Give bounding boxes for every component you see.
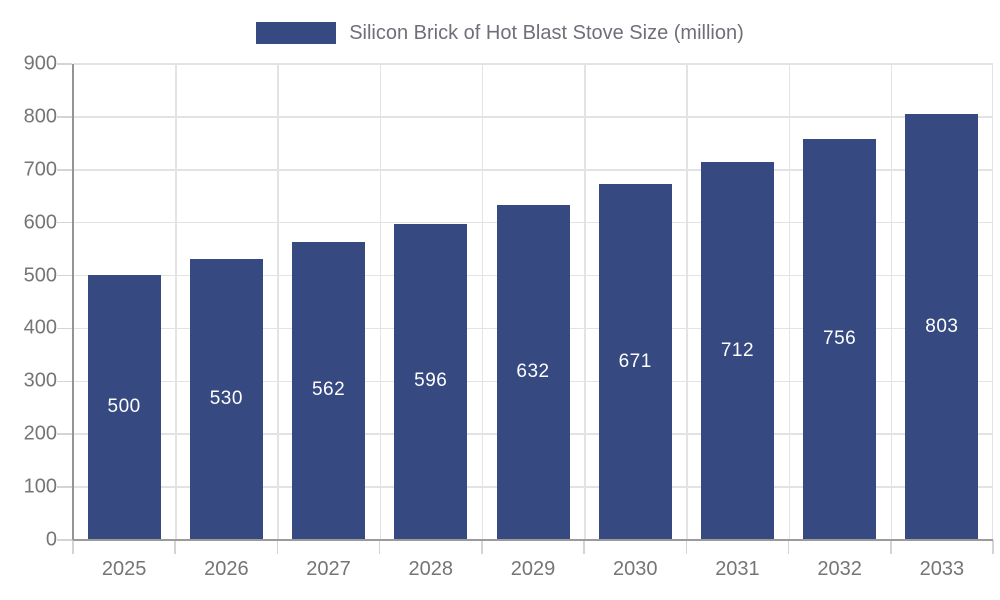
- y-axis-tick-label: 200: [23, 422, 57, 445]
- y-axis-tick: [57, 380, 72, 383]
- x-axis-line: [73, 538, 993, 541]
- h-gridline: [73, 116, 993, 118]
- y-axis-tick: [57, 169, 72, 171]
- y-axis-tick: [57, 486, 72, 488]
- legend-label: Silicon Brick of Hot Blast Stove Size (m…: [349, 21, 744, 44]
- bar-2030[interactable]: 671: [598, 184, 672, 539]
- bar-2032[interactable]: 756: [803, 139, 877, 539]
- v-gridline: [584, 64, 586, 540]
- bar-value-label: 671: [618, 350, 652, 372]
- x-axis-tick-label: 2030: [612, 558, 658, 580]
- v-gridline: [175, 64, 177, 540]
- x-axis-tick-label: 2032: [817, 558, 862, 580]
- x-axis-tick-label: 2028: [408, 558, 454, 580]
- x-axis-tick: [72, 540, 74, 554]
- x-axis-tick-label: 2031: [715, 558, 760, 580]
- x-axis-tick: [276, 540, 279, 554]
- bar-2031[interactable]: 712: [700, 162, 774, 539]
- bar-value-label: 562: [311, 379, 346, 401]
- legend-swatch: [256, 22, 337, 44]
- bar-2027[interactable]: 562: [292, 241, 366, 539]
- v-gridline: [277, 64, 279, 540]
- x-axis-tick: [992, 540, 994, 554]
- y-axis-line: [72, 64, 74, 540]
- y-axis-tick: [57, 116, 72, 118]
- x-axis-tick-label: 2026: [204, 558, 249, 580]
- y-axis-tick: [57, 274, 72, 277]
- bar-value-label: 500: [107, 395, 141, 417]
- bar-value-label: 803: [925, 315, 959, 337]
- x-axis-tick: [890, 540, 892, 554]
- h-gridline: [73, 63, 993, 65]
- y-axis-tick: [57, 221, 72, 224]
- y-axis-tick-label: 600: [23, 211, 57, 234]
- v-gridline: [890, 64, 893, 540]
- v-gridline: [379, 64, 382, 540]
- bar-value-label: 712: [720, 339, 755, 361]
- y-axis-tick-label: 300: [23, 369, 57, 392]
- bar-2025[interactable]: 500: [87, 274, 161, 539]
- x-axis-tick: [685, 540, 688, 554]
- v-gridline: [788, 64, 791, 540]
- legend-item[interactable]: Silicon Brick of Hot Blast Stove Size (m…: [0, 20, 1000, 46]
- bar-value-label: 756: [823, 328, 857, 350]
- bar-2026[interactable]: 530: [189, 258, 263, 539]
- v-gridline: [481, 64, 484, 540]
- x-axis-tick-label: 2025: [101, 558, 147, 580]
- bar-2029[interactable]: 632: [496, 204, 570, 539]
- h-gridline: [73, 169, 993, 171]
- x-axis-tick: [174, 540, 176, 554]
- y-axis-tick-label: 500: [23, 264, 57, 287]
- y-axis-tick-label: 400: [23, 316, 57, 339]
- x-axis-tick: [378, 540, 381, 554]
- y-axis-tick: [57, 327, 72, 330]
- y-axis-tick-label: 900: [23, 52, 57, 75]
- plot-area: 500 530 562 596 632 671 712 756 803: [57, 63, 994, 554]
- x-axis-tick-label: 2029: [510, 558, 556, 580]
- x-axis-tick-label: 2027: [306, 558, 351, 580]
- y-axis-tick-label: 0: [45, 528, 57, 551]
- x-axis-tick: [787, 540, 790, 554]
- v-gridline: [686, 64, 688, 540]
- bar-2028[interactable]: 596: [394, 223, 468, 539]
- bar-value-label: 596: [414, 370, 448, 392]
- x-axis-tick: [583, 540, 585, 554]
- y-axis-tick: [57, 539, 72, 541]
- y-axis-labels: 0 100 200 300 400 500 600 700 800 900: [0, 53, 57, 551]
- y-axis-tick-label: 700: [23, 158, 57, 181]
- x-axis-labels: 2025 2026 2027 2028 2029 2030 2031 2032 2033: [73, 558, 993, 588]
- y-axis-tick: [57, 63, 72, 65]
- y-axis-tick-label: 100: [23, 475, 57, 498]
- y-axis-tick-label: 800: [23, 105, 57, 128]
- bar-2033[interactable]: 803: [905, 114, 979, 539]
- x-axis-tick: [481, 540, 483, 554]
- x-axis-tick-label: 2033: [919, 558, 965, 580]
- bar-value-label: 530: [209, 387, 243, 409]
- y-axis-tick: [57, 433, 72, 435]
- v-gridline: [991, 64, 993, 540]
- bar-value-label: 632: [516, 360, 550, 382]
